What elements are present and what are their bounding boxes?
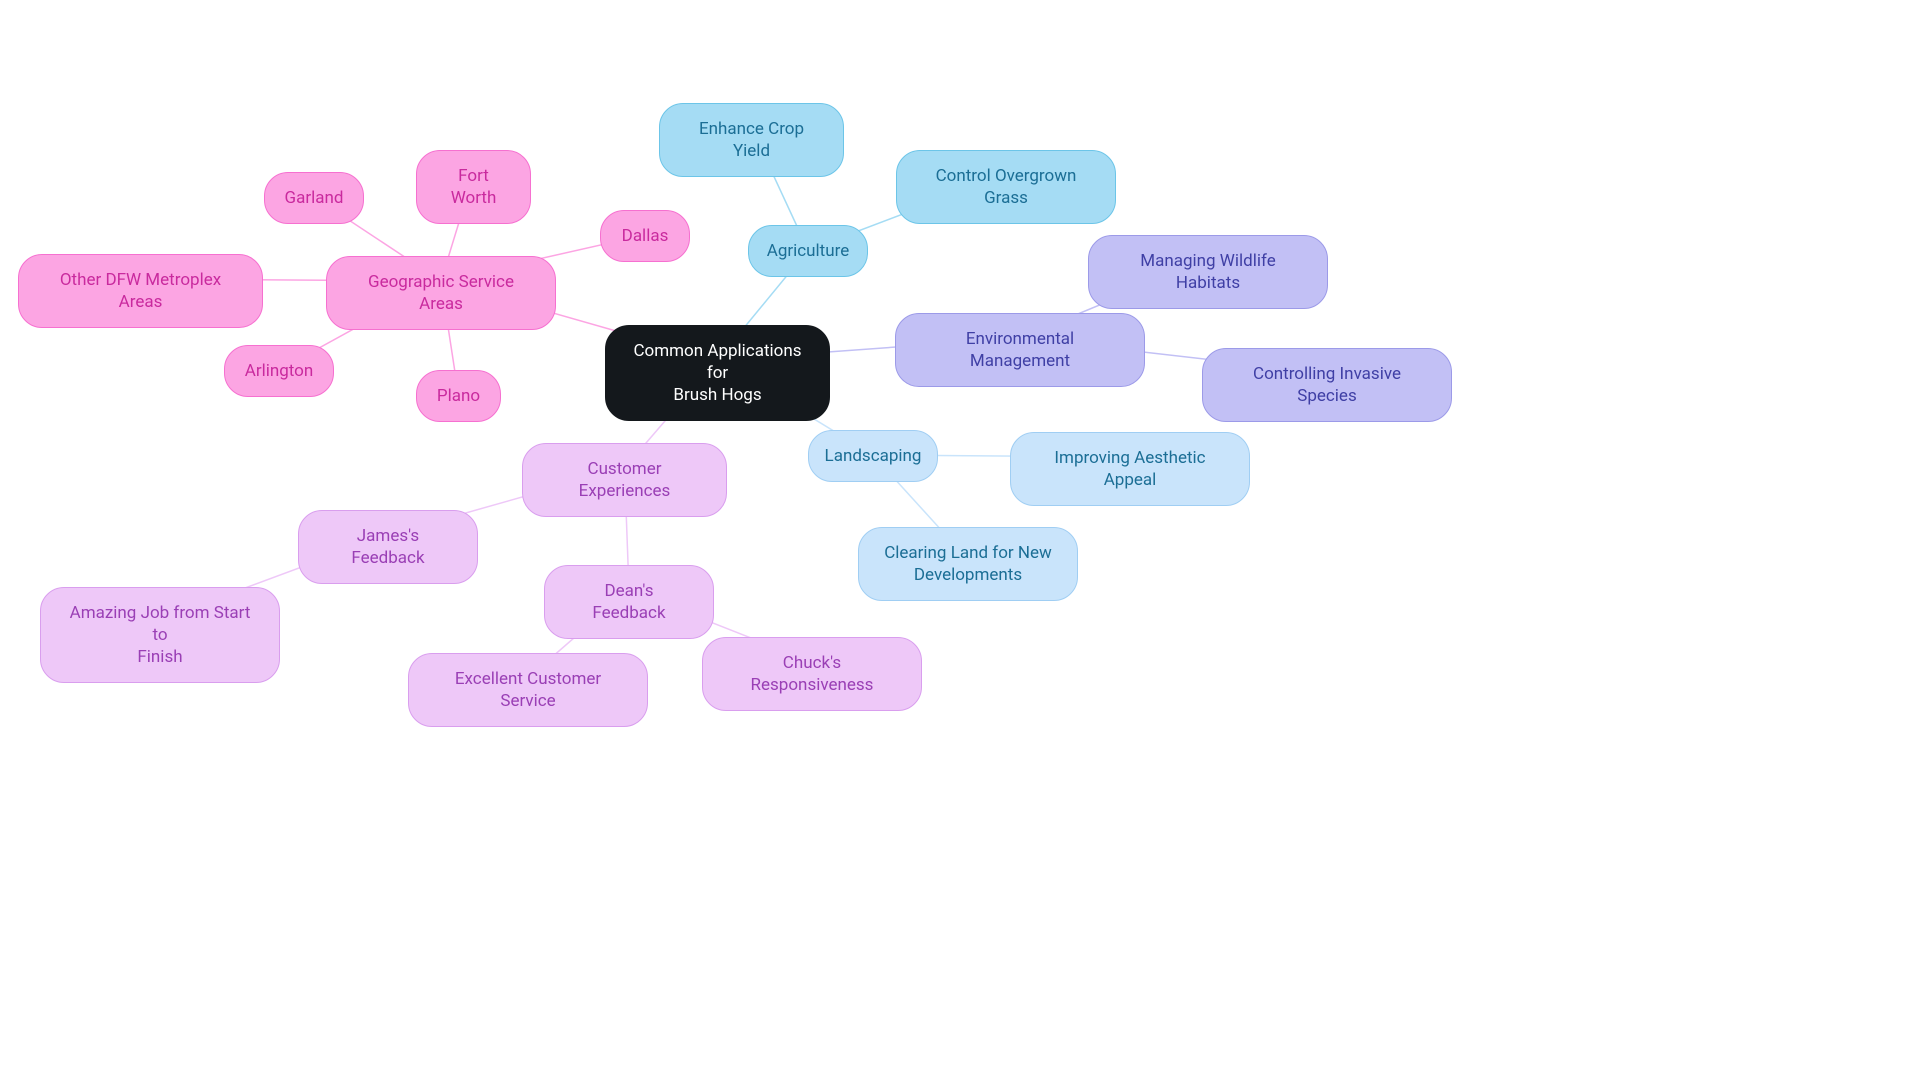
node-fortworth: Fort Worth (416, 150, 531, 224)
node-plano: Plano (416, 370, 501, 422)
node-invasive: Controlling Invasive Species (1202, 348, 1452, 422)
node-crop-yield: Enhance Crop Yield (659, 103, 844, 177)
node-customer-exp: Customer Experiences (522, 443, 727, 517)
node-garland: Garland (264, 172, 364, 224)
node-otherdfw: Other DFW Metroplex Areas (18, 254, 263, 328)
node-dean: Dean's Feedback (544, 565, 714, 639)
node-agriculture: Agriculture (748, 225, 868, 277)
node-chuck: Chuck's Responsiveness (702, 637, 922, 711)
node-wildlife: Managing Wildlife Habitats (1088, 235, 1328, 309)
node-landscaping: Landscaping (808, 430, 938, 482)
node-root: Common Applications for Brush Hogs (605, 325, 830, 421)
node-amazing: Amazing Job from Start to Finish (40, 587, 280, 683)
node-aesthetic: Improving Aesthetic Appeal (1010, 432, 1250, 506)
node-james: James's Feedback (298, 510, 478, 584)
node-overgrown-grass: Control Overgrown Grass (896, 150, 1116, 224)
node-dallas: Dallas (600, 210, 690, 262)
node-clearing: Clearing Land for New Developments (858, 527, 1078, 601)
node-excellent: Excellent Customer Service (408, 653, 648, 727)
node-arlington: Arlington (224, 345, 334, 397)
node-geo: Geographic Service Areas (326, 256, 556, 330)
node-env-mgmt: Environmental Management (895, 313, 1145, 387)
